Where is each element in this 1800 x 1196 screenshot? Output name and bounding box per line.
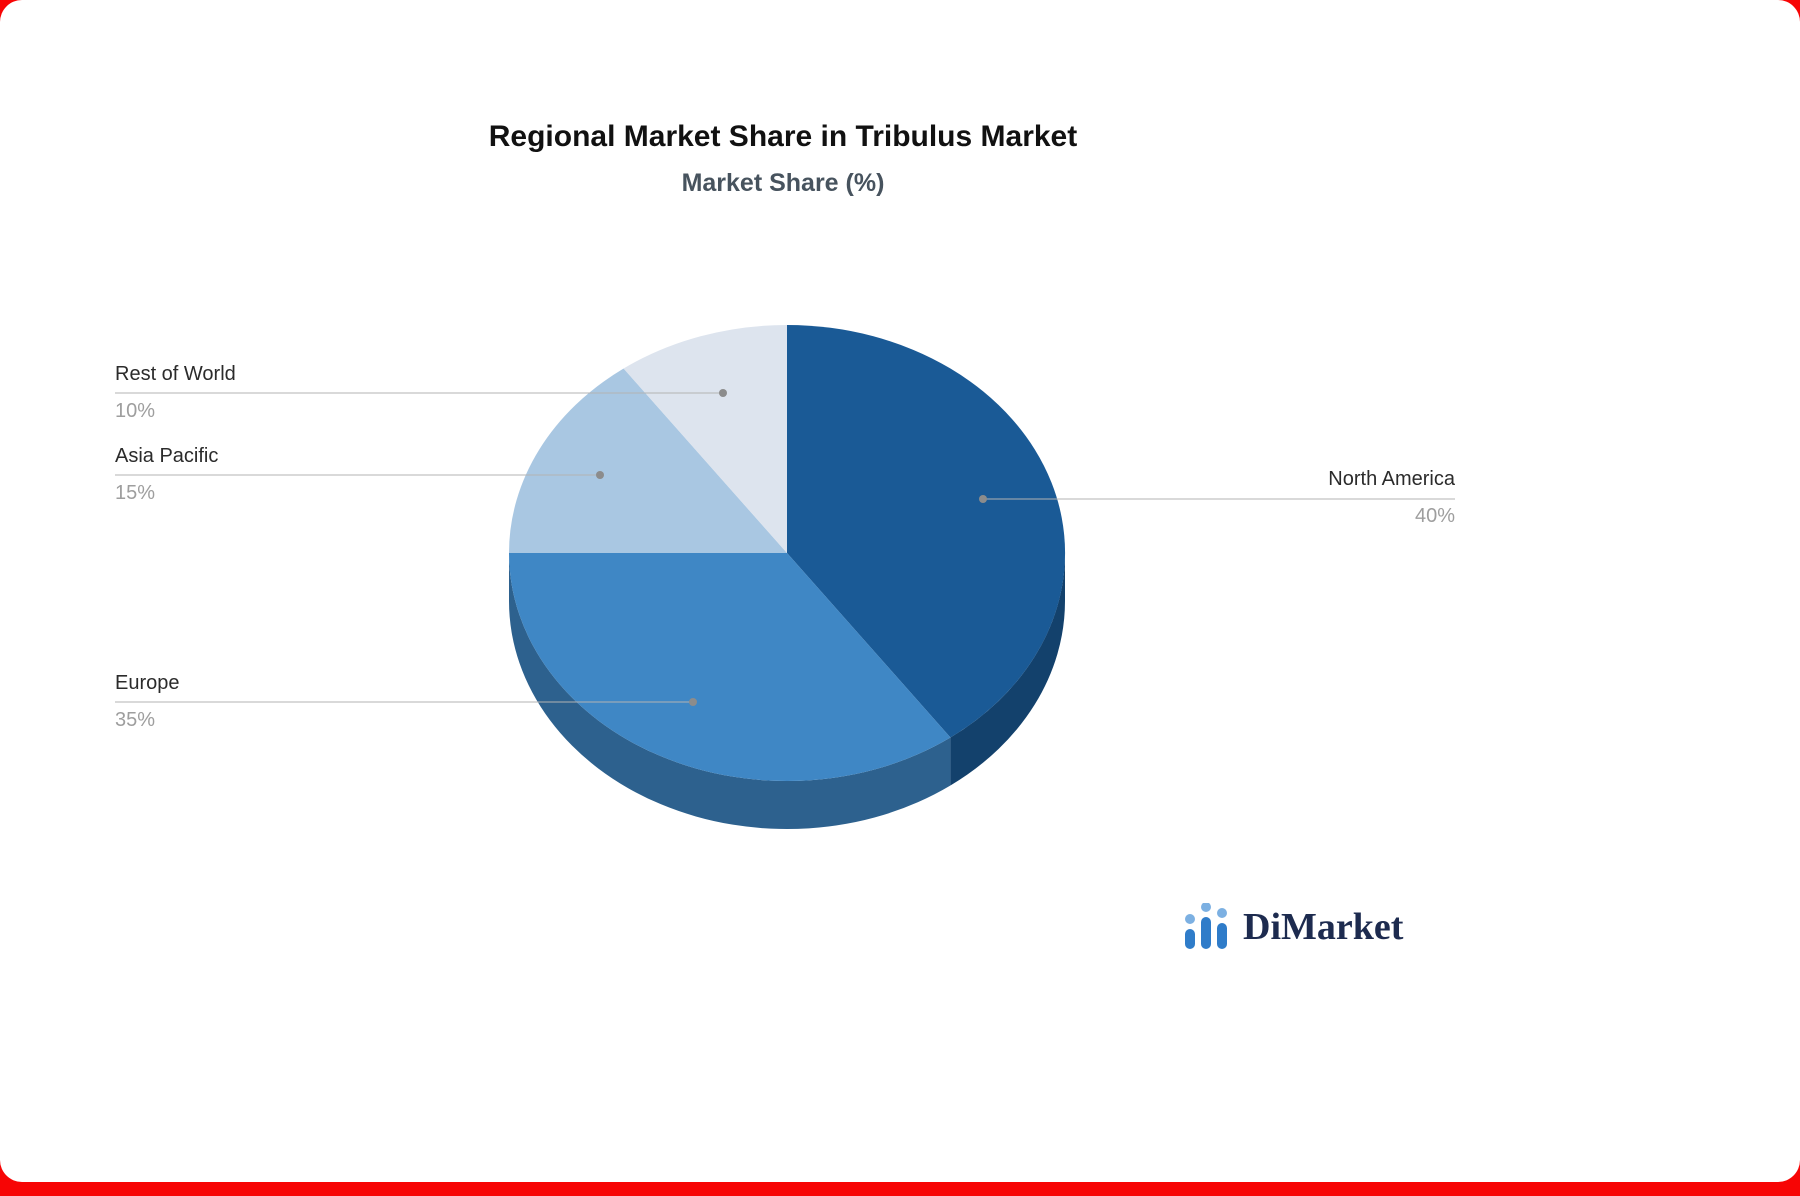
slice-value: 15% [115, 482, 156, 504]
slice-label: Asia Pacific [115, 445, 219, 467]
slice-label: Europe [115, 672, 180, 694]
pie-slice-side-1 [509, 553, 951, 830]
annotation-north-america: North America 40% [983, 467, 1455, 528]
pie-slice-1 [509, 553, 951, 782]
pie-slice-2 [509, 368, 787, 553]
pie-slice-3 [623, 325, 787, 553]
leader-dot-europe [689, 698, 697, 706]
pie-slice-0 [787, 324, 1066, 738]
annotation-europe: Europe 35% [115, 671, 693, 732]
chart-title: Regional Market Share in Tribulus Market [488, 120, 1078, 153]
pie-slice-side-0 [950, 553, 1065, 786]
slice-value: 40% [1414, 505, 1455, 527]
brand-logo: DiMarket [1185, 903, 1403, 951]
leader-dot-north-america [979, 495, 987, 503]
slice-label: North America [1328, 468, 1455, 490]
bar-chart-logo-icon [1185, 903, 1227, 949]
leader-dot-asia-pacific [596, 471, 604, 479]
chart-subtitle: Market Share (%) [681, 169, 885, 197]
annotation-rest-of-world: Rest of World 10% [115, 362, 723, 423]
brand-name: DiMarket [1243, 906, 1404, 948]
slice-value: 10% [115, 400, 156, 422]
leader-dot-rest-of-world [719, 389, 727, 397]
slice-value: 35% [115, 709, 156, 731]
annotation-asia-pacific: Asia Pacific 15% [115, 444, 600, 505]
slice-label: Rest of World [115, 363, 236, 385]
